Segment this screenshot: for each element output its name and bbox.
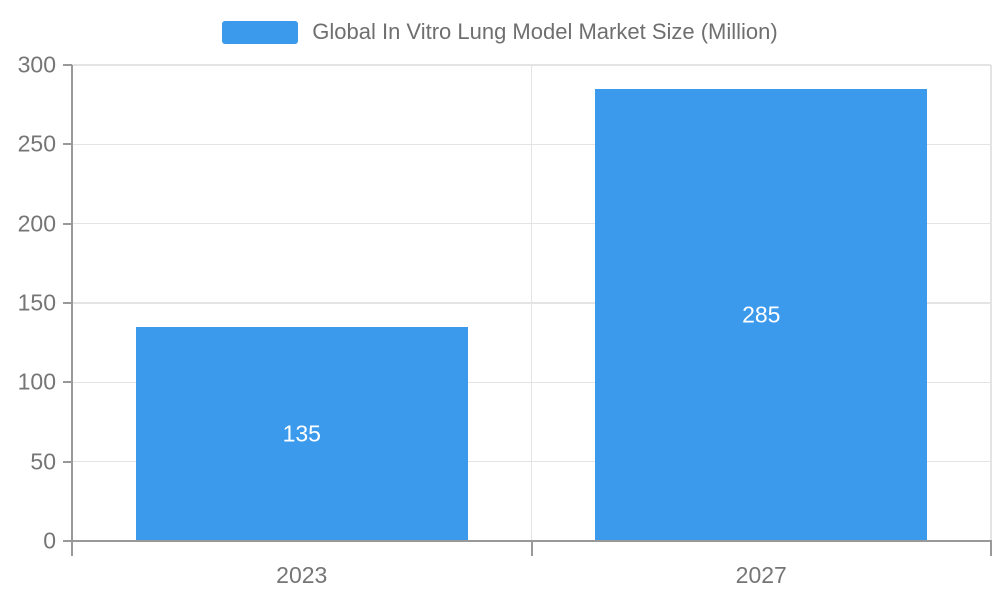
x-axis-tick: [990, 541, 992, 556]
bar-value-label: 135: [282, 420, 321, 447]
chart-legend[interactable]: Global In Vitro Lung Model Market Size (…: [0, 19, 1000, 45]
x-axis-category-label: 2023: [276, 562, 328, 588]
y-axis-tick-label: 150: [17, 289, 56, 316]
y-axis-tick-label: 50: [30, 448, 56, 475]
x-axis-tick: [530, 541, 533, 556]
legend-swatch: [222, 20, 299, 44]
y-axis-tick: [63, 460, 72, 463]
y-axis-tick-label: 0: [43, 527, 56, 554]
x-axis-line: [71, 540, 992, 542]
y-axis-tick: [63, 540, 72, 542]
y-axis-tick-label: 200: [17, 210, 56, 237]
y-axis-tick-label: 300: [17, 51, 56, 78]
y-axis-tick: [63, 143, 72, 146]
y-axis-tick-label: 100: [17, 368, 56, 395]
bar: [135, 326, 468, 540]
y-axis-line: [71, 65, 73, 543]
x-axis-category-label: 2027: [735, 562, 787, 588]
y-axis-tick: [63, 381, 72, 384]
x-gridline: [990, 65, 992, 541]
y-axis-tick-label: 250: [17, 130, 56, 157]
y-axis-tick: [63, 302, 72, 304]
x-axis-tick: [71, 541, 73, 556]
x-gridline: [530, 65, 533, 541]
legend-label: Global In Vitro Lung Model Market Size (…: [312, 19, 778, 44]
bar-value-label: 285: [742, 301, 781, 328]
y-axis-tick: [63, 222, 72, 225]
bar: [595, 88, 928, 540]
y-axis-tick: [63, 64, 72, 66]
